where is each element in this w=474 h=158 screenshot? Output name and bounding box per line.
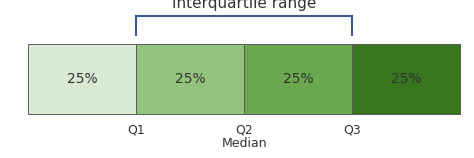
Text: 25%: 25% (391, 72, 421, 86)
Bar (136, 44, 244, 114)
Text: 25%: 25% (67, 72, 98, 86)
Bar (244, 44, 352, 114)
Bar (352, 44, 460, 114)
Text: 25%: 25% (175, 72, 206, 86)
Text: Q2: Q2 (235, 123, 253, 136)
Bar (28, 44, 136, 114)
Text: Median: Median (221, 137, 267, 150)
Text: Q1: Q1 (128, 123, 145, 136)
Text: Interquartile range: Interquartile range (172, 0, 316, 11)
Text: 25%: 25% (283, 72, 313, 86)
Text: Q3: Q3 (343, 123, 361, 136)
